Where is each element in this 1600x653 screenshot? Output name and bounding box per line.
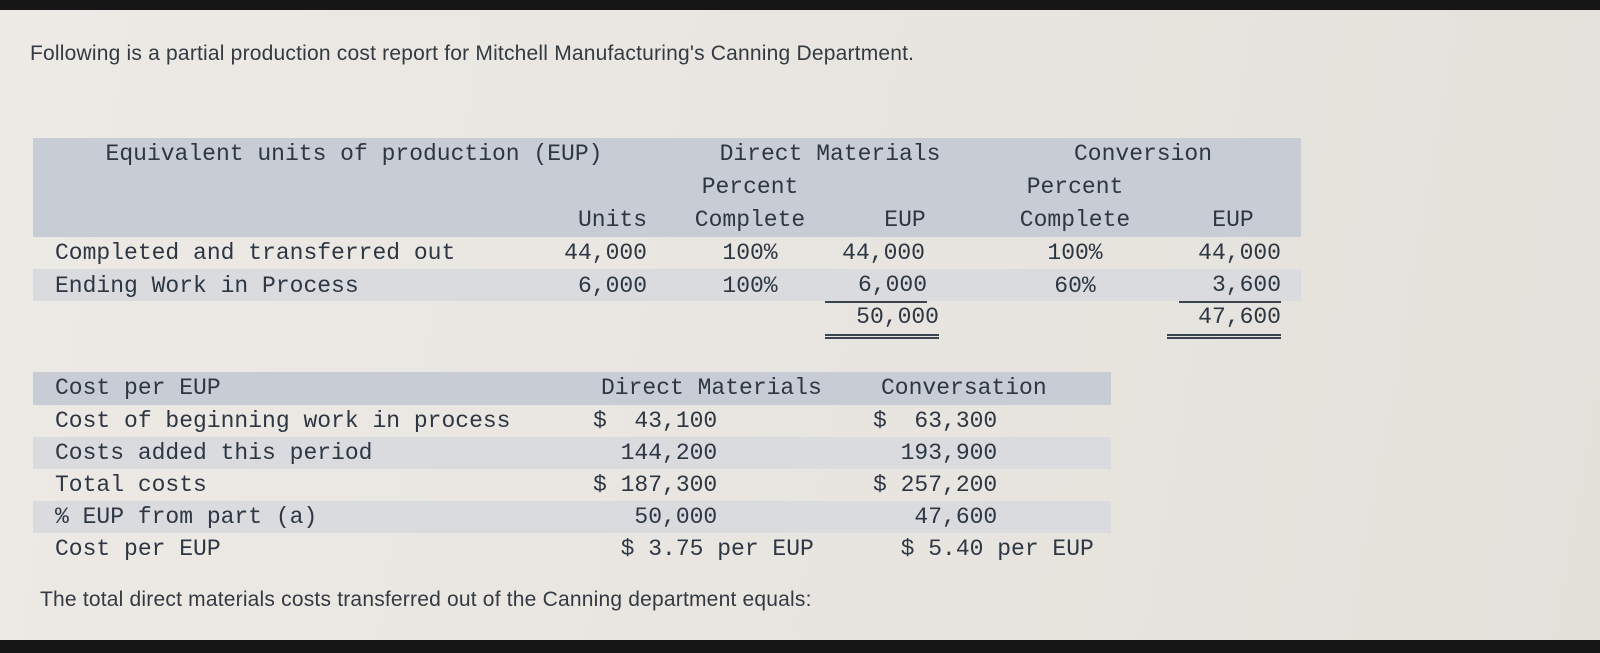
cost-per-eup-table: Cost per EUP Direct Materials Conversati… <box>33 372 1111 565</box>
cv-complete-header: Complete <box>1019 207 1131 233</box>
dm-eup-underlined-value: 6,000 <box>825 269 927 303</box>
dm-eup-total: 50,000 <box>825 301 985 339</box>
cost-cv-column-header: Conversation <box>881 375 1047 401</box>
cost-row-eup-from-part-a: % EUP from part (a) 50,000 47,600 <box>33 501 1111 533</box>
cv-eup-column-header: EUP <box>1212 207 1254 233</box>
cv-eup-value: 44,000 <box>1198 240 1281 266</box>
eup-header-row-2: Percent Percent <box>33 171 1301 204</box>
dm-cost-value: 144,200 <box>593 440 718 466</box>
eup-row-ending-work-in-process: Ending Work in Process 6,000 100% 6,000 … <box>33 269 1301 303</box>
row-label: Completed and transferred out <box>55 240 456 266</box>
cv-cost-value: $ 257,200 <box>873 472 998 498</box>
dm-eup-value: 44,000 <box>842 240 925 266</box>
eup-header-row-1: Equivalent units of production (EUP) Dir… <box>33 138 1301 171</box>
dm-complete-header: Complete <box>694 207 806 233</box>
dm-percent-value: 100% <box>722 273 778 299</box>
cost-table-title: Cost per EUP <box>55 375 221 401</box>
row-label: Cost per EUP <box>55 536 221 562</box>
row-label: Costs added this period <box>55 440 373 466</box>
eup-table: Equivalent units of production (EUP) Dir… <box>33 138 1301 339</box>
row-label: Ending Work in Process <box>55 273 359 299</box>
row-label: % EUP from part (a) <box>55 504 318 530</box>
dm-percent-header-line1: Percent <box>701 174 799 200</box>
dm-percent-value: 100% <box>722 240 778 266</box>
cost-table-header-row: Cost per EUP Direct Materials Conversati… <box>33 372 1111 405</box>
dm-cost-value: $ 43,100 <box>593 408 718 434</box>
row-label: Total costs <box>55 472 207 498</box>
question-text: The total direct materials costs transfe… <box>40 588 812 611</box>
cost-row-total-costs: Total costs $ 187,300 $ 257,200 <box>33 469 1111 501</box>
cv-cost-value: $ 5.40 per EUP <box>873 536 1094 562</box>
cv-percent-value: 60% <box>1054 273 1096 299</box>
intro-text: Following is a partial production cost r… <box>30 42 915 65</box>
cost-row-cost-per-eup: Cost per EUP $ 3.75 per EUP $ 5.40 per E… <box>33 533 1111 565</box>
eup-row-completed-transferred-out: Completed and transferred out 44,000 100… <box>33 237 1301 269</box>
units-column-header: Units <box>577 207 647 233</box>
cv-cost-value: $ 63,300 <box>873 408 998 434</box>
cost-dm-column-header: Direct Materials <box>601 375 822 401</box>
eup-table-header: Equivalent units of production (EUP) Dir… <box>33 138 1301 237</box>
eup-table-title: Equivalent units of production (EUP) <box>105 141 603 167</box>
direct-materials-group-header: Direct Materials <box>719 141 941 167</box>
dm-eup-value: 6,000 <box>825 269 985 303</box>
cv-percent-header-line1: Percent <box>1026 174 1124 200</box>
dm-cost-value: 50,000 <box>593 504 718 530</box>
dm-eup-total-value: 50,000 <box>825 301 939 339</box>
cv-cost-value: 47,600 <box>873 504 998 530</box>
cv-cost-value: 193,900 <box>873 440 998 466</box>
conversion-group-header: Conversion <box>1073 141 1213 167</box>
units-value: 44,000 <box>564 240 647 266</box>
cv-eup-value: 3,600 <box>1165 269 1301 303</box>
cost-row-beginning-wip: Cost of beginning work in process $ 43,1… <box>33 405 1111 437</box>
eup-totals-row: 50,000 47,600 <box>33 301 1301 339</box>
cv-eup-total-value: 47,600 <box>1167 301 1281 339</box>
cost-row-costs-added: Costs added this period 144,200 193,900 <box>33 437 1111 469</box>
bottom-black-bar <box>0 640 1600 653</box>
cv-eup-underlined-value: 3,600 <box>1179 269 1281 303</box>
cv-percent-value: 100% <box>1047 240 1103 266</box>
units-value: 6,000 <box>577 273 647 299</box>
eup-header-row-3: Units Complete EUP Complete EUP <box>33 204 1301 237</box>
row-label: Cost of beginning work in process <box>55 408 511 434</box>
dm-eup-column-header: EUP <box>884 207 926 233</box>
top-black-bar <box>0 0 1600 10</box>
cv-eup-total: 47,600 <box>1165 301 1301 339</box>
dm-cost-value: $ 187,300 <box>593 472 718 498</box>
dm-cost-value: $ 3.75 per EUP <box>593 536 814 562</box>
